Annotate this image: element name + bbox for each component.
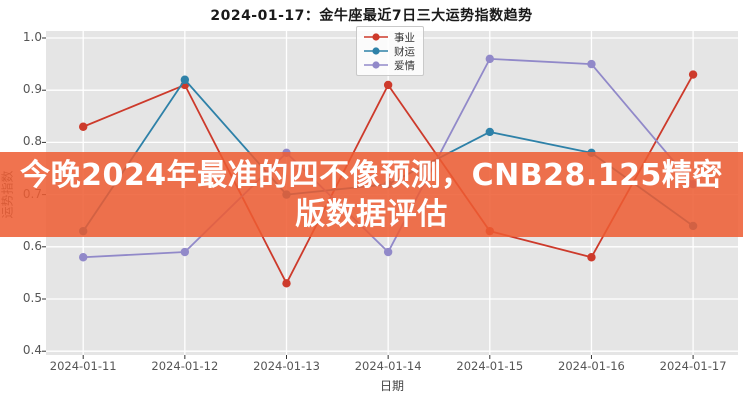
data-point-爱情 bbox=[79, 253, 88, 262]
legend-swatch-icon bbox=[364, 61, 388, 69]
data-point-事业 bbox=[282, 279, 291, 288]
legend-marker bbox=[372, 33, 380, 41]
x-tick-label: 2024-01-16 bbox=[558, 359, 625, 373]
data-point-财运 bbox=[180, 75, 190, 84]
x-tick-label: 2024-01-13 bbox=[253, 359, 320, 373]
y-tick-label: 0.8 bbox=[22, 134, 42, 149]
data-point-事业 bbox=[79, 122, 88, 131]
legend-marker bbox=[372, 47, 380, 55]
y-tick-label: 0.5 bbox=[22, 291, 42, 305]
data-point-爱情 bbox=[383, 247, 393, 257]
x-tick-label: 2024-01-15 bbox=[456, 359, 524, 373]
legend-swatch-icon bbox=[364, 47, 388, 55]
x-axis-label: 日期 bbox=[379, 379, 404, 393]
y-tick-label: 0.9 bbox=[22, 82, 42, 97]
data-point-财运 bbox=[485, 127, 494, 137]
data-point-爱情 bbox=[180, 247, 190, 257]
x-tick-label: 2024-01-17 bbox=[659, 359, 727, 373]
legend-item-事业: 事业 bbox=[363, 30, 415, 44]
watermark-line-1: 今晚2024年最准的四不像预测，CNB28.125精密 bbox=[20, 157, 723, 193]
data-point-事业 bbox=[383, 80, 393, 90]
x-tick-label: 2024-01-12 bbox=[151, 359, 219, 373]
legend-item-财运: 财运 bbox=[363, 44, 415, 58]
x-tick-label: 2024-01-11 bbox=[49, 359, 117, 373]
watermark-line-2: 版数据评估 bbox=[295, 196, 448, 232]
data-point-爱情 bbox=[485, 54, 494, 64]
y-tick-label: 1.0 bbox=[22, 30, 42, 44]
y-tick-label: 0.6 bbox=[22, 238, 42, 253]
data-point-爱情 bbox=[587, 59, 596, 69]
legend-label: 爱情 bbox=[394, 59, 415, 72]
legend-swatch-icon bbox=[364, 33, 388, 41]
y-tick-label: 0.4 bbox=[22, 343, 42, 358]
data-point-事业 bbox=[587, 253, 596, 262]
legend-label: 事业 bbox=[394, 31, 415, 44]
x-tick-label: 2024-01-14 bbox=[354, 359, 422, 373]
data-point-事业 bbox=[688, 70, 698, 79]
legend-item-爱情: 爱情 bbox=[363, 58, 415, 72]
legend-label: 财运 bbox=[394, 45, 415, 58]
watermark-banner: 今晚2024年最准的四不像预测，CNB28.125精密 版数据评估 bbox=[0, 152, 743, 237]
legend: 事业 财运 爱情 bbox=[356, 26, 424, 76]
legend-marker bbox=[372, 61, 380, 69]
chart-title: 2024-01-17：金牛座最近7日三大运势指数趋势 bbox=[210, 8, 533, 24]
